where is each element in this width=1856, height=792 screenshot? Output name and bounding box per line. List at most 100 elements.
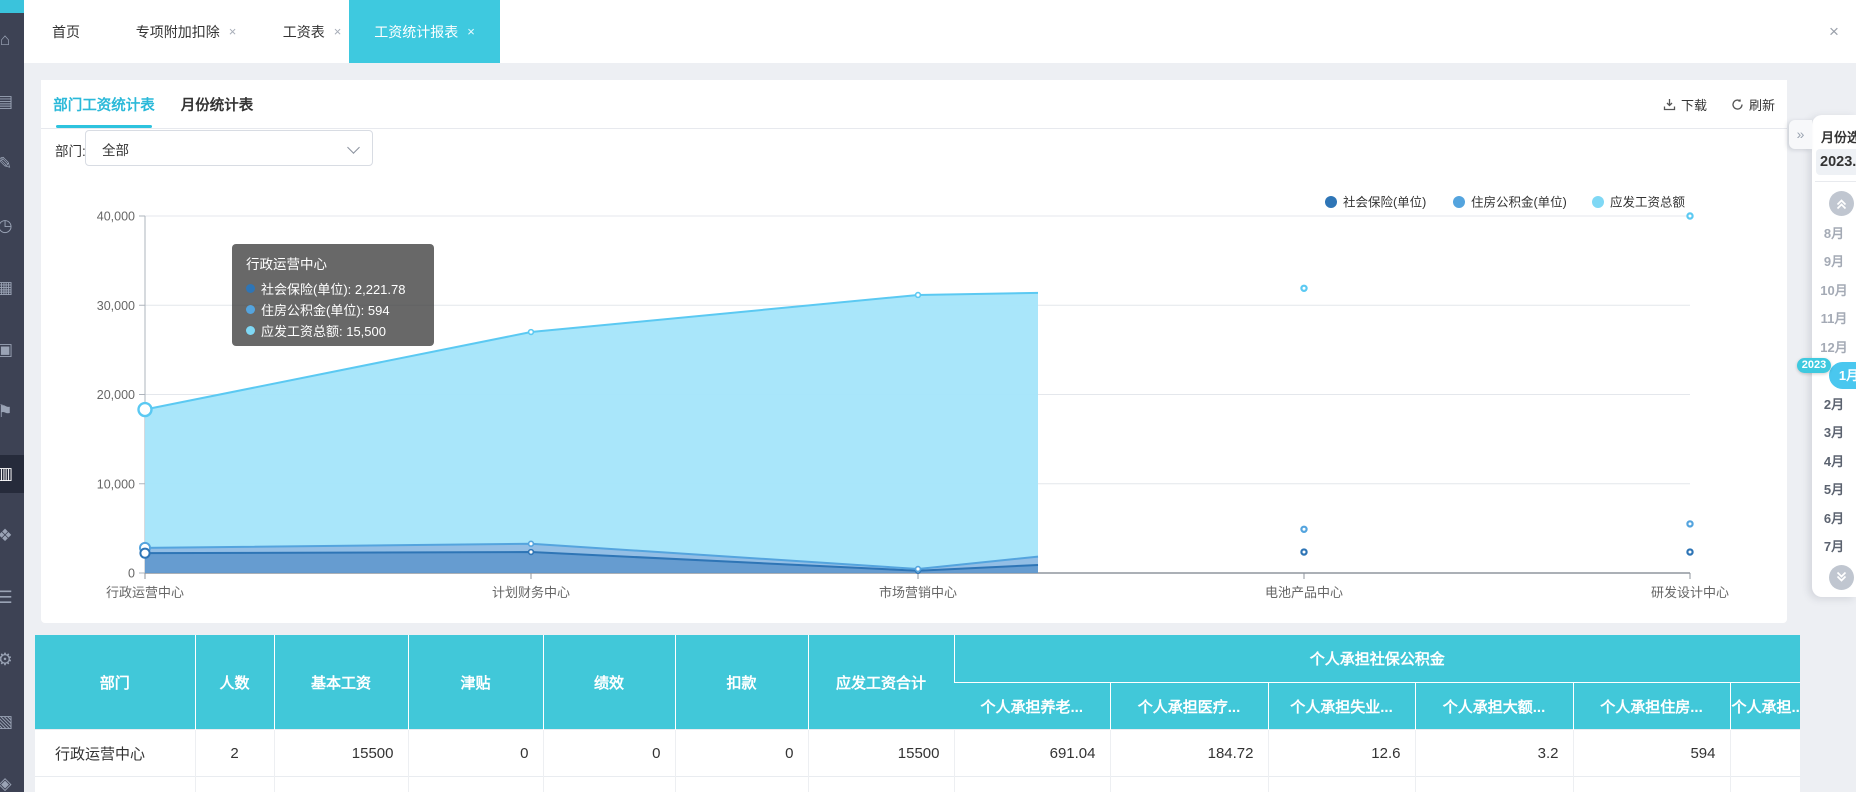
book-icon[interactable]: ▣ <box>0 340 14 359</box>
sub-column-header: 个人承担住房... <box>1572 682 1730 730</box>
month-item-8月[interactable]: 8月 <box>1823 225 1845 241</box>
data-point <box>914 291 922 299</box>
table-cell: 930 <box>1572 776 1730 792</box>
month-item-4月[interactable]: 4月 <box>1823 453 1845 469</box>
column-header: 绩效 <box>542 635 675 730</box>
tooltip-row: 住房公积金(单位): 594 <box>246 299 420 320</box>
y-tick-label: 0 <box>128 567 135 581</box>
y-tick-label: 40,000 <box>97 210 135 224</box>
refresh-button[interactable]: 刷新 <box>1731 94 1775 114</box>
subtab-2[interactable]: 月份统计表 <box>180 97 254 114</box>
month-item-1月[interactable]: 1月 <box>1829 362 1856 389</box>
top-tab-2[interactable]: 专项附加扣除 × <box>110 0 262 63</box>
salary-area-chart[interactable]: 行政运营中心 社会保险(单位): 2,221.78 住房公积金(单位): 594 应… <box>41 166 1787 623</box>
download-label: 下载 <box>1681 97 1708 113</box>
tab-close-icon[interactable]: × <box>333 24 342 39</box>
top-tab-bar: × 首页 专项附加扣除 × 工资表 × 工资统计报表 × <box>24 0 1856 63</box>
tab-close-icon[interactable]: × <box>228 24 237 39</box>
subtab-1[interactable]: 部门工资统计表 <box>53 97 155 114</box>
flag-icon[interactable]: ⚑ <box>0 402 13 421</box>
y-tick-label: 10,000 <box>97 477 135 491</box>
grid-icon[interactable]: ▤ <box>0 92 14 111</box>
column-header: 应发工资合计 <box>807 635 954 730</box>
download-button[interactable]: 下载 <box>1663 94 1707 114</box>
top-tab-label: 首页 <box>52 23 80 40</box>
gem-icon[interactable]: ❖ <box>0 526 13 545</box>
rail-active-highlight <box>0 455 24 493</box>
chevrons-up-icon <box>1836 199 1847 210</box>
month-item-7月[interactable]: 7月 <box>1823 539 1845 554</box>
column-header: 津贴 <box>407 635 543 730</box>
card-icon[interactable]: ▥ <box>0 464 14 483</box>
top-tab-label: 工资统计报表 <box>374 23 459 40</box>
sub-column-header: 个人承担医疗... <box>1109 682 1268 730</box>
month-item-5月[interactable]: 5月 <box>1823 482 1845 497</box>
layers-icon[interactable]: ▧ <box>0 712 14 731</box>
sub-column-header: 个人承担... <box>1729 682 1801 730</box>
top-tab-4[interactable]: 工资统计报表 × <box>349 0 500 63</box>
diamond-icon[interactable]: ◈ <box>0 774 12 792</box>
menu-icon[interactable]: ☰ <box>0 588 13 607</box>
subtab-active-underline <box>56 125 152 128</box>
edit-icon[interactable]: ✎ <box>0 154 13 173</box>
department-select[interactable]: 全部 <box>85 130 373 166</box>
month-item-11月[interactable]: 11月 <box>1820 311 1848 326</box>
table-cell: 0 <box>407 729 543 777</box>
column-header: 人数 <box>194 635 274 730</box>
month-item-12月[interactable]: 12月 <box>1820 339 1848 355</box>
month-item-6月[interactable]: 6月 <box>1823 510 1845 526</box>
refresh-label: 刷新 <box>1749 97 1776 113</box>
line-series-3 <box>144 291 1039 411</box>
legend-label[interactable]: 住房公积金(单位) <box>1471 195 1567 210</box>
tooltip-title: 行政运营中心 <box>246 257 327 272</box>
column-header: 扣款 <box>674 635 808 730</box>
clock-icon[interactable]: ◷ <box>0 216 13 235</box>
table-cell: 22800 <box>273 776 408 792</box>
tooltip-row: 应发工资总额: 15,500 <box>246 320 420 341</box>
top-tab-3[interactable]: 工资表 × <box>262 0 362 63</box>
table-cell: 1036.56 <box>953 776 1110 792</box>
tab-close-icon[interactable]: × <box>467 24 475 39</box>
data-point <box>527 328 535 336</box>
hover-point <box>137 401 153 418</box>
data-point <box>527 540 535 547</box>
table-cell: 38.23 <box>1267 776 1415 792</box>
left-icon-rail: ⌂ ▤ ✎ ◷ ▦ ▣ ⚑ ▥ ❖ ☰ ⚙ ▧ ◈ <box>0 0 24 792</box>
month-item-2月[interactable]: 2月 <box>1823 396 1845 412</box>
gear-icon[interactable]: ⚙ <box>0 650 13 669</box>
calendar-icon[interactable]: ▦ <box>0 278 14 297</box>
month-item-3月[interactable]: 3月 <box>1823 425 1845 440</box>
legend-dot-icon <box>1592 196 1604 208</box>
legend-label[interactable]: 应发工资总额 <box>1610 195 1686 210</box>
table-cell: 0 <box>407 776 543 792</box>
table-cell: 0 <box>674 729 808 777</box>
x-tick-label: 计划财务中心 <box>492 585 570 600</box>
data-point <box>914 565 922 573</box>
table-cell: 691.04 <box>953 729 1110 777</box>
x-tick-label: 研发设计中心 <box>1651 585 1729 600</box>
legend-label[interactable]: 社会保险(单位) <box>1343 195 1426 210</box>
top-tab-1[interactable]: 首页 <box>36 0 96 63</box>
data-point <box>1686 548 1694 556</box>
data-point <box>1300 548 1308 556</box>
scroll-up-button[interactable] <box>1829 191 1854 216</box>
top-tab-label: 工资表 <box>282 23 325 40</box>
panel-collapse-button[interactable]: » <box>1789 120 1812 149</box>
line-series-2 <box>144 542 1039 570</box>
close-icon[interactable]: × <box>1829 22 1839 41</box>
month-item-9月[interactable]: 9月 <box>1823 254 1845 269</box>
home-icon[interactable]: ⌂ <box>0 30 11 49</box>
data-point <box>1300 284 1308 292</box>
month-item-10月[interactable]: 10月 <box>1820 282 1848 298</box>
top-tab-label: 专项附加扣除 <box>135 23 220 40</box>
department-filter-label: 部门: <box>55 144 86 159</box>
scroll-down-button[interactable] <box>1829 565 1854 590</box>
salary-table-grid: 部门 人数 基本工资 津贴 绩效 扣款 应发工资合计 个人承担社保公积金 个人承担养老... 个人… <box>35 635 1801 792</box>
salary-table: 部门 人数 基本工资 津贴 绩效 扣款 应发工资合计 个人承担社保公积金 个人承担养老... 个人… <box>35 635 1801 792</box>
area-series-2 <box>145 543 1038 571</box>
data-point <box>527 548 535 556</box>
brand-strip <box>0 0 24 13</box>
table-row: 行政运营中心 2 15500 0 0 0 15500 691.04 184.72 12.6 3.2 5… <box>35 729 1801 777</box>
report-card: 部门工资统计表 月份统计表 下载 刷新 部门: 全部 行政运营中心 社会保险(单位… <box>41 80 1787 623</box>
